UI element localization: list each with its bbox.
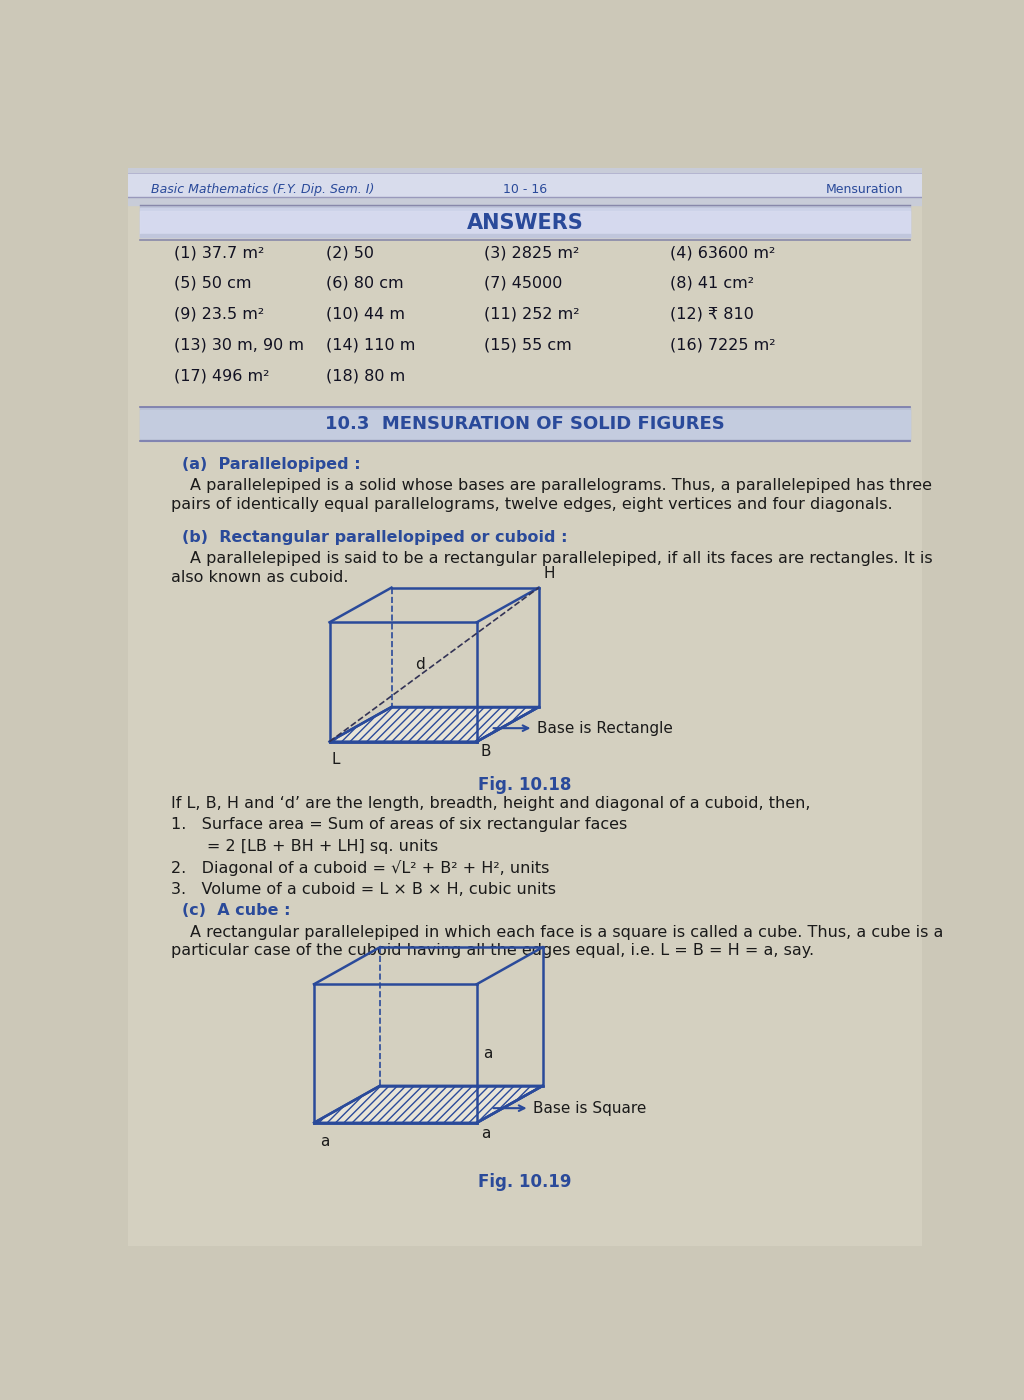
Text: also known as cuboid.: also known as cuboid. (171, 570, 348, 585)
Text: (11) 252 m²: (11) 252 m² (484, 307, 580, 322)
Text: B: B (480, 743, 492, 759)
Text: Mensuration: Mensuration (825, 183, 903, 196)
Text: H: H (544, 567, 555, 581)
Text: (1) 37.7 m²: (1) 37.7 m² (174, 245, 265, 260)
Text: (14) 110 m: (14) 110 m (326, 337, 415, 353)
Text: (8) 41 cm²: (8) 41 cm² (671, 276, 755, 291)
Text: (4) 63600 m²: (4) 63600 m² (671, 245, 776, 260)
Text: (6) 80 cm: (6) 80 cm (326, 276, 403, 291)
Text: (9) 23.5 m²: (9) 23.5 m² (174, 307, 264, 322)
Bar (139, 211, 910, 237)
Text: If L, B, H and ‘d’ are the length, breadth, height and diagonal of a cuboid, the: If L, B, H and ‘d’ are the length, bread… (171, 795, 810, 811)
Text: Base is Rectangle: Base is Rectangle (538, 721, 673, 735)
Text: (18) 80 m: (18) 80 m (326, 368, 404, 384)
Text: (15) 55 cm: (15) 55 cm (484, 337, 572, 353)
Text: A parallelepiped is a solid whose bases are parallelograms. Thus, a parallelepip: A parallelepiped is a solid whose bases … (190, 479, 932, 493)
Polygon shape (330, 707, 539, 742)
Text: A parallelepiped is said to be a rectangular parallelepiped, if all its faces ar: A parallelepiped is said to be a rectang… (190, 552, 933, 567)
Text: Fig. 10.19: Fig. 10.19 (478, 1173, 571, 1191)
Bar (128, 168, 922, 204)
Text: (17) 496 m²: (17) 496 m² (174, 368, 270, 384)
Polygon shape (314, 1086, 543, 1123)
Text: pairs of identically equal parallelograms, twelve edges, eight vertices and four: pairs of identically equal parallelogram… (171, 497, 892, 512)
Text: particular case of the cuboid having all the edges equal, i.e. L = B = H = a, sa: particular case of the cuboid having all… (171, 944, 814, 959)
Text: (a)  Parallelopiped :: (a) Parallelopiped : (182, 456, 360, 472)
Text: a: a (483, 1046, 493, 1061)
Text: A rectangular parallelepiped in which each face is a square is called a cube. Th: A rectangular parallelepiped in which ea… (190, 925, 943, 939)
Text: a: a (321, 1134, 330, 1148)
Text: 10 - 16: 10 - 16 (503, 183, 547, 196)
Text: (7) 45000: (7) 45000 (484, 276, 563, 291)
Bar (139, 410, 910, 437)
Text: = 2 [LB + BH + LH] sq. units: = 2 [LB + BH + LH] sq. units (171, 839, 437, 854)
Text: L: L (332, 752, 340, 767)
Text: (5) 50 cm: (5) 50 cm (174, 276, 252, 291)
Bar (139, 204, 910, 237)
Text: d: d (415, 657, 425, 672)
Text: 3.   Volume of a cuboid = L × B × H, cubic units: 3. Volume of a cuboid = L × B × H, cubic… (171, 882, 556, 897)
Text: (c)  A cube :: (c) A cube : (182, 903, 291, 918)
Text: 1.   Surface area = Sum of areas of six rectangular faces: 1. Surface area = Sum of areas of six re… (171, 818, 627, 832)
Bar (139, 406, 910, 441)
Text: (2) 50: (2) 50 (326, 245, 374, 260)
Text: (16) 7225 m²: (16) 7225 m² (671, 337, 776, 353)
Text: ANSWERS: ANSWERS (466, 213, 584, 234)
Bar (128, 174, 922, 196)
Text: (13) 30 m, 90 m: (13) 30 m, 90 m (174, 337, 304, 353)
Text: (12) ₹ 810: (12) ₹ 810 (671, 307, 755, 322)
Bar (139, 209, 910, 237)
Text: Fig. 10.18: Fig. 10.18 (478, 776, 571, 794)
Text: Basic Mathematics (F.Y. Dip. Sem. I): Basic Mathematics (F.Y. Dip. Sem. I) (152, 183, 375, 196)
Text: Base is Square: Base is Square (534, 1100, 647, 1116)
Text: 2.   Diagonal of a cuboid = √L² + B² + H², units: 2. Diagonal of a cuboid = √L² + B² + H²,… (171, 860, 549, 876)
Text: a: a (480, 1126, 490, 1141)
Text: (10) 44 m: (10) 44 m (326, 307, 404, 322)
Text: 10.3  MENSURATION OF SOLID FIGURES: 10.3 MENSURATION OF SOLID FIGURES (325, 416, 725, 434)
Bar (139, 234, 910, 237)
Text: (3) 2825 m²: (3) 2825 m² (484, 245, 580, 260)
Text: (b)  Rectangular parallelopiped or cuboid :: (b) Rectangular parallelopiped or cuboid… (182, 531, 567, 545)
